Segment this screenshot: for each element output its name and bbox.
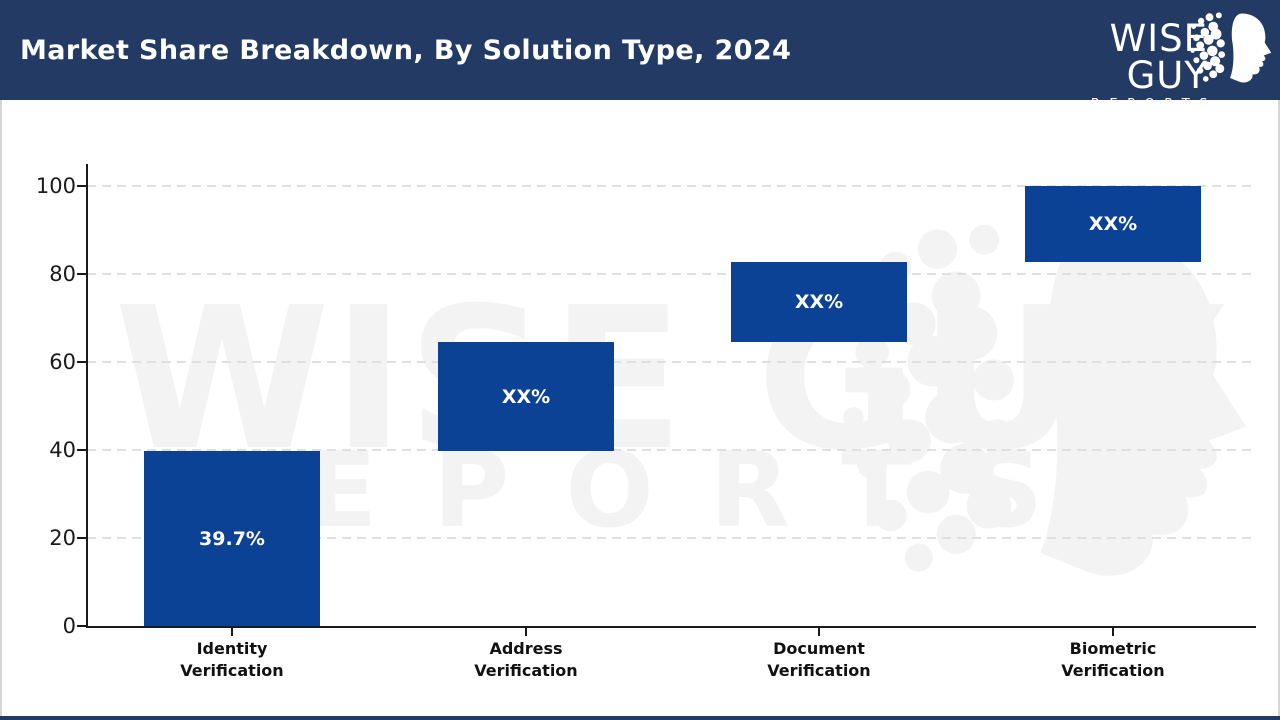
x-axis-spine <box>86 626 1256 628</box>
y-tick-mark <box>77 625 87 627</box>
gridline <box>87 185 1256 187</box>
y-tick-label: 0 <box>62 614 76 638</box>
y-tick-label: 100 <box>35 174 76 198</box>
x-tick-mark <box>525 628 527 636</box>
head-profile-icon <box>1190 12 1272 83</box>
y-axis-layer: 0 20 40 60 80 100 <box>2 100 1278 716</box>
bar-segment: XX% <box>1025 186 1201 263</box>
chart-canvas: WISE GUY REPORTS 39.7% XX% XX% XX% 0 20 40 60 8… <box>0 100 1280 716</box>
y-axis-spine <box>86 164 88 628</box>
gridline <box>87 361 1256 363</box>
x-tick-mark <box>818 628 820 636</box>
x-category-label: Address Verification <box>474 639 578 680</box>
bar-segment: 39.7% <box>144 451 320 626</box>
gridlines-layer <box>2 100 1278 716</box>
gridline <box>87 449 1256 451</box>
x-tick-mark <box>231 628 233 636</box>
x-category-label: Document Verification <box>767 639 871 680</box>
brand-name: WISE GUY <box>1109 17 1208 97</box>
gridline <box>87 273 1256 275</box>
gridline <box>87 537 1256 539</box>
y-tick-mark <box>77 361 87 363</box>
y-tick-label: 40 <box>49 438 76 462</box>
y-tick-mark <box>77 273 87 275</box>
bar-segment: XX% <box>438 342 614 452</box>
bars-layer: 39.7% XX% XX% XX% <box>2 100 1278 716</box>
brand-logo: WISE GUY REPORTS <box>1024 6 1274 112</box>
bar-value-label: XX% <box>501 385 551 408</box>
bar-segment: XX% <box>731 262 907 343</box>
bar-value-label: XX% <box>794 291 844 314</box>
page-title: Market Share Breakdown, By Solution Type… <box>20 34 792 66</box>
y-tick-label: 20 <box>49 526 76 550</box>
footer-bar <box>0 716 1280 720</box>
x-axis-layer: Identity Verification Address Verificatio… <box>2 100 1278 716</box>
y-tick-mark <box>77 185 87 187</box>
x-tick-mark <box>1112 628 1114 636</box>
brand-logo-text: WISE GUY REPORTS <box>1024 20 1208 112</box>
y-tick-label: 60 <box>49 350 76 374</box>
bar-value-label: 39.7% <box>199 527 265 550</box>
header-bar: Market Share Breakdown, By Solution Type… <box>0 0 1280 112</box>
y-tick-label: 80 <box>49 262 76 286</box>
bar-value-label: XX% <box>1088 213 1138 236</box>
y-tick-mark <box>77 537 87 539</box>
x-category-label: Biometric Verification <box>1061 639 1165 680</box>
x-category-label: Identity Verification <box>180 639 284 680</box>
y-tick-mark <box>77 449 87 451</box>
